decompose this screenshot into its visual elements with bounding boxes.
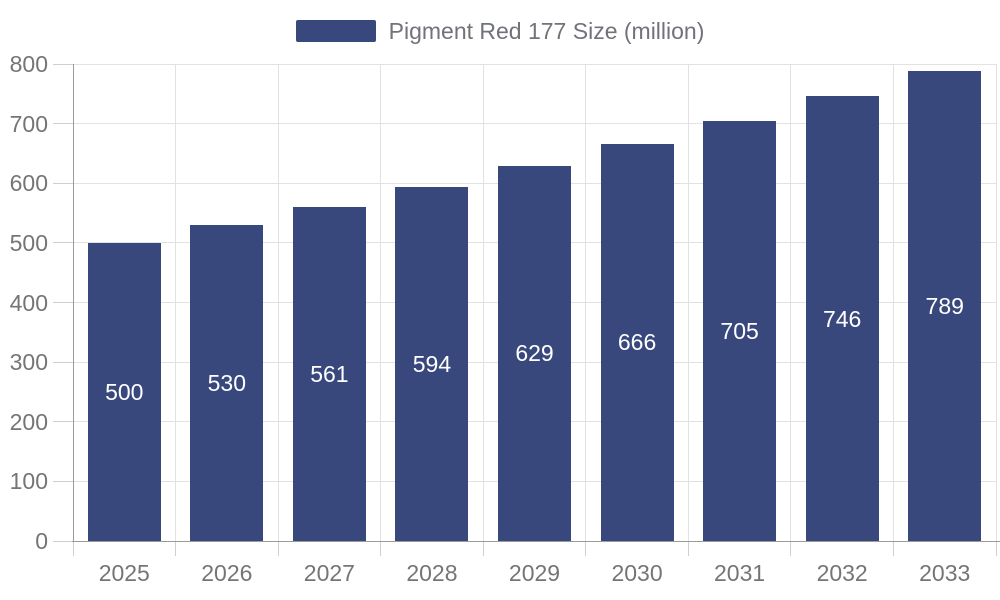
bar-value-label: 705 bbox=[720, 317, 759, 344]
x-gridline bbox=[175, 64, 177, 541]
bar-value-label: 530 bbox=[207, 369, 247, 396]
x-tick bbox=[687, 541, 689, 556]
y-tick bbox=[53, 421, 73, 423]
bar-2032[interactable] bbox=[805, 96, 879, 541]
y-tick bbox=[53, 242, 73, 244]
y-axis-label: 0 bbox=[35, 528, 48, 554]
y-axis-label: 500 bbox=[9, 229, 48, 256]
x-gridline bbox=[892, 64, 894, 541]
x-gridline bbox=[995, 64, 997, 541]
x-gridline bbox=[380, 64, 382, 541]
x-gridline bbox=[585, 64, 587, 541]
x-axis-label: 2029 bbox=[508, 560, 561, 586]
x-axis-label: 2027 bbox=[303, 560, 355, 586]
y-axis-label: 800 bbox=[9, 51, 48, 77]
bar-2030[interactable] bbox=[600, 143, 674, 541]
bar-value-label: 746 bbox=[822, 305, 862, 332]
bar-value-label: 666 bbox=[617, 329, 657, 356]
y-axis-label: 600 bbox=[9, 170, 48, 197]
x-tick bbox=[790, 541, 792, 556]
x-axis-label: 2031 bbox=[714, 560, 766, 586]
bar-value-label: 629 bbox=[515, 340, 554, 367]
x-gridline bbox=[687, 64, 689, 541]
legend-swatch bbox=[295, 20, 376, 42]
bar-2025[interactable] bbox=[87, 242, 161, 541]
plot-area: 0 100 200 300 400 500 600 700 800 500 2025 530 2026 5… bbox=[10, 52, 1000, 586]
bar-value-label: 561 bbox=[310, 360, 349, 387]
x-axis-label: 2028 bbox=[406, 560, 458, 586]
bar-2029[interactable] bbox=[498, 165, 571, 541]
x-gridline bbox=[482, 64, 484, 541]
x-axis-label: 2026 bbox=[201, 560, 253, 586]
x-tick bbox=[482, 541, 484, 556]
bar-value-label: 594 bbox=[412, 350, 452, 377]
bar-2027[interactable] bbox=[292, 206, 366, 541]
y-axis-label: 300 bbox=[9, 349, 48, 376]
x-axis-label: 2030 bbox=[611, 560, 663, 586]
x-gridline bbox=[277, 64, 279, 541]
x-tick bbox=[995, 541, 997, 556]
y-axis-label: 100 bbox=[9, 468, 48, 495]
x-tick bbox=[892, 541, 894, 556]
x-axis-label: 2025 bbox=[98, 560, 150, 586]
y-gridline bbox=[73, 123, 996, 125]
y-axis-line bbox=[72, 64, 74, 541]
legend[interactable]: Pigment Red 177 Size (million) bbox=[0, 18, 1000, 44]
bar-value-label: 500 bbox=[105, 378, 144, 405]
bar-2031[interactable] bbox=[703, 120, 777, 541]
x-tick bbox=[277, 541, 279, 556]
x-tick bbox=[72, 541, 74, 556]
x-axis-label: 2032 bbox=[816, 560, 868, 586]
bar-2028[interactable] bbox=[395, 186, 469, 541]
legend-label: Pigment Red 177 Size (million) bbox=[388, 18, 705, 44]
x-tick bbox=[585, 541, 587, 556]
bar-2033[interactable] bbox=[908, 70, 982, 541]
bar-value-label: 789 bbox=[925, 292, 964, 319]
y-axis-label: 700 bbox=[9, 110, 48, 137]
y-tick bbox=[53, 123, 73, 125]
y-axis-label: 400 bbox=[9, 289, 48, 316]
y-tick bbox=[53, 361, 73, 363]
y-axis-label: 200 bbox=[9, 408, 48, 435]
y-tick bbox=[53, 540, 73, 542]
x-axis-label: 2033 bbox=[919, 560, 971, 586]
x-tick bbox=[175, 541, 177, 556]
x-tick bbox=[380, 541, 382, 556]
y-tick bbox=[53, 302, 73, 303]
y-gridline bbox=[73, 63, 996, 65]
y-tick bbox=[53, 63, 73, 65]
bar-2026[interactable] bbox=[190, 224, 264, 541]
x-axis-line bbox=[72, 540, 1000, 542]
y-tick bbox=[53, 480, 73, 482]
y-tick bbox=[53, 182, 73, 184]
x-gridline bbox=[790, 64, 792, 541]
